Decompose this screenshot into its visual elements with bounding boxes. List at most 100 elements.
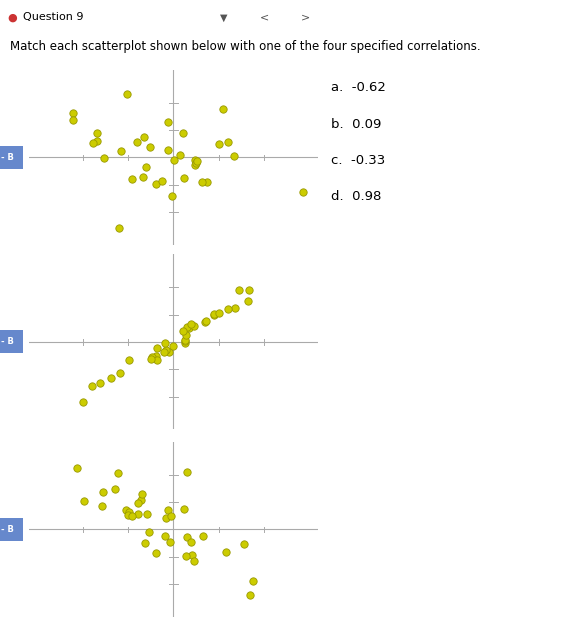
Point [98, 501, 107, 511]
Point [190, 160, 199, 170]
Point [203, 177, 212, 187]
Point [138, 489, 147, 499]
Text: Match each scatterplot shown below with one of the four specified correlations.: Match each scatterplot shown below with … [10, 41, 481, 53]
Point [161, 513, 171, 523]
Text: <: < [260, 13, 269, 22]
Point [145, 142, 154, 152]
Point [231, 303, 240, 314]
Point [132, 137, 142, 147]
Point [191, 158, 201, 169]
Point [249, 576, 258, 586]
Point [179, 504, 188, 515]
Point [244, 286, 253, 296]
Point [146, 354, 155, 364]
Point [128, 174, 137, 184]
Point [246, 590, 255, 600]
Text: ▼: ▼ [220, 13, 227, 22]
Point [145, 527, 154, 537]
Point [209, 310, 218, 321]
Point [169, 155, 178, 165]
Text: ●: ● [7, 13, 17, 22]
Point [180, 336, 190, 346]
Point [167, 191, 176, 202]
Point [179, 128, 188, 138]
Point [123, 510, 132, 520]
Point [164, 347, 173, 357]
Point [69, 108, 78, 118]
Point [111, 483, 120, 494]
Point [117, 146, 126, 156]
Point [139, 132, 149, 142]
Point [160, 530, 169, 541]
Point [138, 172, 147, 182]
Point [187, 319, 196, 329]
Point [98, 487, 107, 497]
Point [298, 187, 307, 197]
Point [187, 537, 196, 547]
Point [179, 326, 188, 336]
Point [180, 173, 189, 183]
Text: c.  -0.33: c. -0.33 [331, 154, 385, 167]
Point [180, 335, 190, 345]
Point [106, 373, 116, 383]
Point [114, 223, 123, 233]
Point [221, 548, 231, 558]
Text: d.  0.98: d. 0.98 [331, 190, 381, 204]
Point [151, 350, 161, 361]
Point [72, 463, 81, 473]
Point [165, 537, 175, 547]
Point [147, 352, 157, 363]
Point [99, 153, 109, 163]
Point [124, 355, 133, 365]
Point [189, 321, 198, 331]
Text: >: > [301, 13, 310, 22]
Point [121, 505, 131, 515]
Point [187, 550, 197, 560]
FancyBboxPatch shape [0, 329, 25, 354]
Text: Question 9: Question 9 [23, 13, 84, 22]
Point [151, 179, 161, 189]
Point [125, 508, 134, 518]
Point [183, 532, 192, 543]
Point [175, 149, 184, 160]
Point [160, 338, 169, 349]
Point [142, 162, 151, 172]
Point [164, 505, 173, 515]
Point [181, 551, 191, 562]
Point [69, 115, 78, 125]
Point [140, 537, 149, 548]
Point [115, 368, 124, 378]
Point [190, 556, 199, 566]
Point [164, 117, 173, 127]
Text: - B: - B [1, 153, 14, 162]
Point [114, 468, 123, 478]
Point [163, 145, 172, 155]
Text: - B: - B [1, 337, 14, 347]
Point [136, 495, 145, 505]
Point [201, 316, 210, 326]
FancyBboxPatch shape [0, 517, 25, 542]
Point [161, 345, 171, 356]
Point [224, 137, 233, 148]
Point [78, 397, 87, 407]
Point [181, 329, 191, 340]
Point [134, 509, 143, 519]
Point [218, 104, 228, 114]
Point [87, 381, 97, 391]
Point [151, 548, 160, 558]
Point [153, 343, 162, 353]
Point [92, 136, 101, 146]
Point [190, 155, 199, 165]
Point [133, 498, 142, 508]
Point [198, 177, 207, 187]
Point [234, 285, 243, 295]
Point [80, 495, 89, 506]
Point [88, 139, 97, 149]
Point [143, 509, 152, 519]
Point [199, 531, 208, 541]
Point [192, 156, 202, 166]
FancyBboxPatch shape [0, 145, 25, 170]
Point [201, 317, 210, 327]
Text: b.  0.09: b. 0.09 [331, 118, 381, 130]
Point [93, 128, 102, 138]
